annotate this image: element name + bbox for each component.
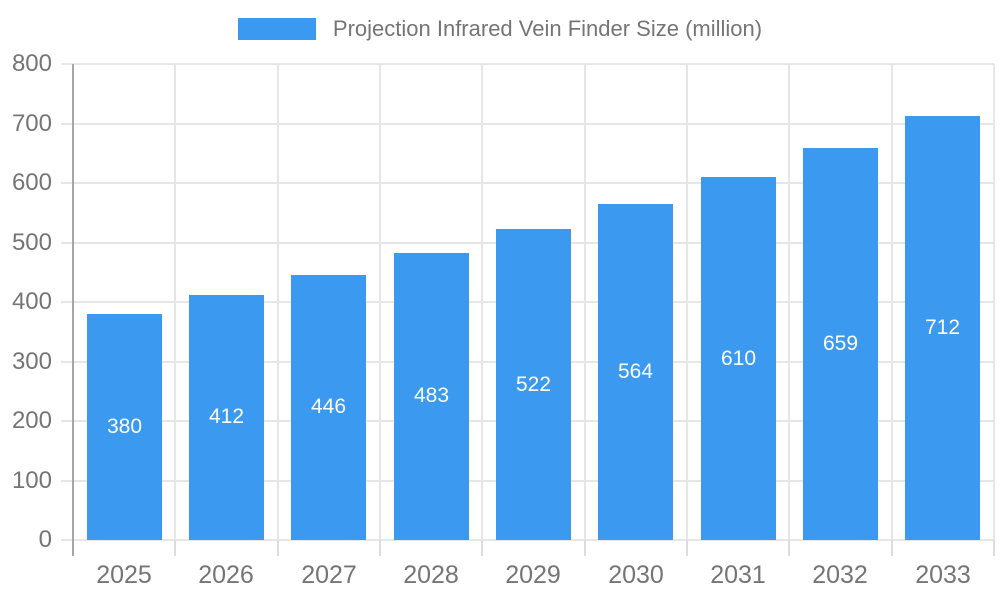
legend-swatch [237, 18, 316, 40]
bar-2026 [189, 295, 264, 540]
y-axis-tick-label: 300 [11, 348, 52, 375]
bar-value-label: 446 [310, 395, 347, 418]
x-axis-category-label: 2031 [710, 561, 766, 589]
y-axis-tick-label: 800 [11, 50, 52, 77]
bar-2029 [496, 229, 571, 540]
x-gridline [481, 64, 483, 540]
bar-value-label: 610 [720, 347, 757, 370]
x-axis-tick [891, 540, 893, 556]
bar-2031 [701, 177, 776, 540]
y-axis-tick-label: 500 [11, 229, 52, 256]
bar-value-label: 564 [617, 360, 654, 383]
x-axis-tick [277, 540, 279, 556]
x-gridline [891, 64, 893, 540]
x-gridline [788, 64, 790, 540]
x-axis-category-label: 2026 [198, 561, 254, 589]
y-axis-tick-label: 400 [11, 288, 52, 315]
legend-label: Projection Infrared Vein Finder Size (mi… [332, 16, 763, 41]
y-gridline-800 [61, 63, 994, 65]
bar-2028 [394, 253, 469, 540]
x-axis-category-label: 2033 [915, 561, 971, 589]
bar-2033 [905, 116, 980, 540]
y-axis-line [72, 64, 74, 556]
bar-value-label: 483 [413, 384, 450, 407]
x-axis-tick [174, 540, 176, 556]
bar-value-label: 659 [822, 332, 859, 355]
x-gridline [277, 64, 279, 540]
x-axis-tick [481, 540, 483, 556]
x-axis-tick [788, 540, 790, 556]
bar-value-label: 380 [106, 415, 143, 438]
bar-value-label: 412 [208, 405, 245, 428]
x-gridline [686, 64, 688, 540]
x-axis-category-label: 2027 [301, 561, 357, 589]
y-axis-tick-label: 600 [11, 169, 52, 196]
x-axis-category-label: 2032 [812, 561, 868, 589]
bar-2027 [291, 275, 366, 540]
x-axis-tick [584, 540, 586, 556]
y-axis-tick-label: 100 [11, 467, 52, 494]
bar-value-label: 712 [924, 316, 961, 339]
y-axis-tick-label: 700 [11, 110, 52, 137]
x-gridline [379, 64, 381, 540]
y-gridline-700 [61, 123, 994, 125]
x-gridline [584, 64, 586, 540]
bar-2030 [598, 204, 673, 540]
bar-2025 [87, 314, 162, 540]
bar-2032 [803, 148, 878, 540]
x-axis-tick [993, 540, 995, 556]
x-gridline [993, 64, 995, 540]
y-gridline-600 [61, 182, 994, 184]
x-axis-category-label: 2029 [505, 561, 561, 589]
x-axis-category-label: 2028 [403, 561, 459, 589]
y-axis-tick-label: 200 [11, 407, 52, 434]
x-gridline [174, 64, 176, 540]
chart-legend: Projection Infrared Vein Finder Size (mi… [0, 16, 1000, 42]
y-axis-tick-label: 0 [38, 526, 52, 553]
x-axis-category-label: 2025 [96, 561, 152, 589]
x-axis-tick [686, 540, 688, 556]
y-gridline-0 [61, 539, 994, 541]
bar-value-label: 522 [515, 373, 552, 396]
x-axis-tick [379, 540, 381, 556]
x-axis-category-label: 2030 [608, 561, 664, 589]
